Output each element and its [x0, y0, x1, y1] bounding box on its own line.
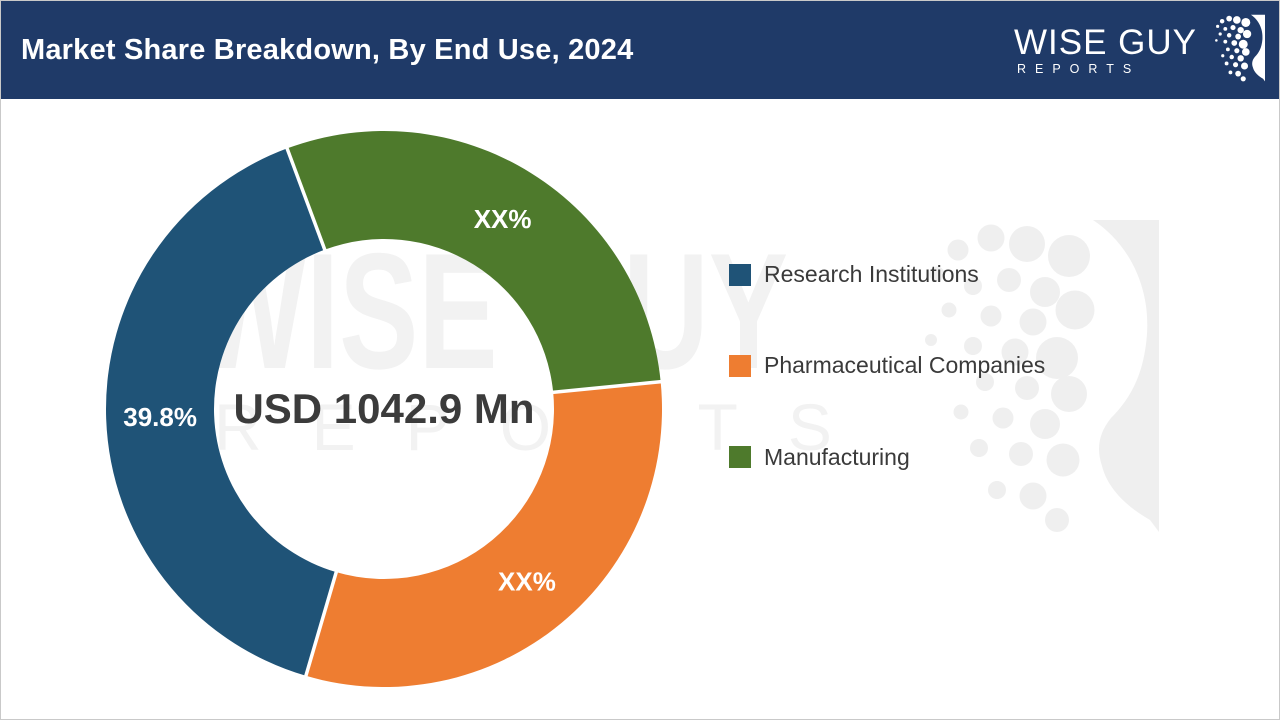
slice-separator: [303, 569, 339, 679]
brand-name: WISE GUY: [1013, 22, 1197, 62]
legend-label: Pharmaceutical Companies: [764, 352, 1046, 379]
chart-legend: Research Institutions Pharmaceutical Com…: [729, 261, 1046, 470]
donut-chart: 39.8% XX% XX%: [105, 130, 663, 688]
watermark-reports-text: REPORTS: [214, 390, 882, 464]
donut-slice-research-institutions: [105, 148, 337, 676]
brand-subname: REPORTS: [1016, 61, 1141, 76]
brand-logo-text: WISE GUY REPORTS: [1014, 25, 1197, 76]
legend-item-research-institutions: Research Institutions: [729, 261, 1045, 287]
legend-item-manufacturing: Manufacturing: [729, 443, 1045, 470]
legend-item-pharmaceutical-companies: Pharmaceutical Companies: [729, 352, 1046, 379]
legend-swatch-pharmaceutical-companies: [729, 354, 751, 377]
chart-area: WISE GUY REPORTS 39.8% XX% XX% USD 1042.9 …: [1, 99, 1279, 719]
slice-percentage-label: XX%: [498, 566, 556, 596]
legend-swatch-manufacturing: [729, 446, 751, 469]
slice-separator: [284, 145, 328, 253]
legend-label: Manufacturing: [764, 443, 910, 470]
chart-center-value: USD 1042.9 Mn: [233, 385, 535, 432]
slice-percentage-label: XX%: [474, 204, 532, 234]
header-bar: Market Share Breakdown, By End Use, 2024…: [1, 1, 1279, 99]
brand-logo: WISE GUY REPORTS: [1014, 14, 1265, 86]
slice-percentage-label: 39.8%: [123, 402, 197, 432]
page-title: Market Share Breakdown, By End Use, 2024: [21, 33, 634, 66]
legend-swatch-research-institutions: [729, 263, 751, 286]
slice-separator: [551, 379, 663, 395]
brand-face-icon: [1215, 14, 1265, 82]
donut-slice-pharmaceutical-companies: [305, 381, 662, 688]
donut-slice-manufacturing: [287, 130, 661, 393]
legend-label: Research Institutions: [764, 261, 979, 287]
